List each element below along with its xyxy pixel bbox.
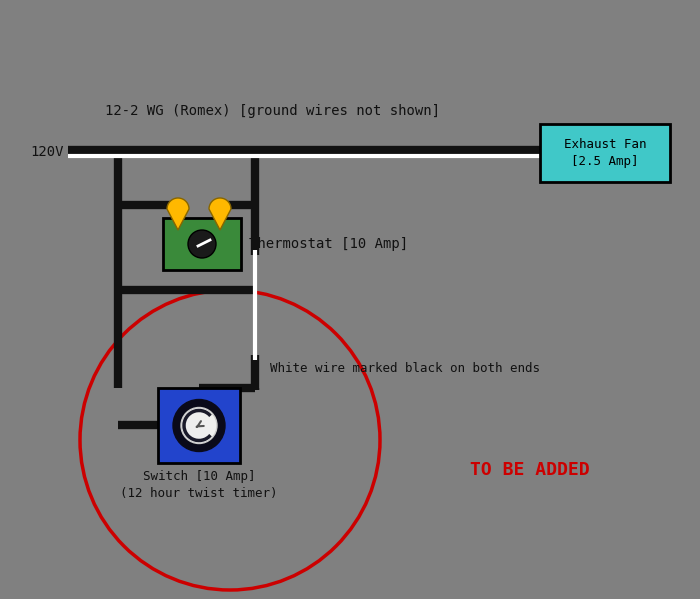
FancyBboxPatch shape: [158, 388, 240, 463]
Text: Thermostat [10 Amp]: Thermostat [10 Amp]: [249, 237, 408, 251]
Text: 120V: 120V: [30, 145, 64, 159]
FancyBboxPatch shape: [163, 218, 241, 270]
Circle shape: [173, 400, 225, 452]
FancyBboxPatch shape: [540, 124, 670, 182]
Circle shape: [181, 407, 217, 443]
Text: Switch [10 Amp]
(12 hour twist timer): Switch [10 Amp] (12 hour twist timer): [120, 470, 278, 500]
Text: TO BE ADDED: TO BE ADDED: [470, 461, 589, 479]
Circle shape: [188, 230, 216, 258]
Text: Exhaust Fan
[2.5 Amp]: Exhaust Fan [2.5 Amp]: [564, 138, 646, 168]
Polygon shape: [167, 198, 189, 230]
Text: 12-2 WG (Romex) [ground wires not shown]: 12-2 WG (Romex) [ground wires not shown]: [105, 104, 440, 118]
Text: White wire marked black on both ends: White wire marked black on both ends: [270, 362, 540, 374]
Polygon shape: [209, 198, 231, 230]
